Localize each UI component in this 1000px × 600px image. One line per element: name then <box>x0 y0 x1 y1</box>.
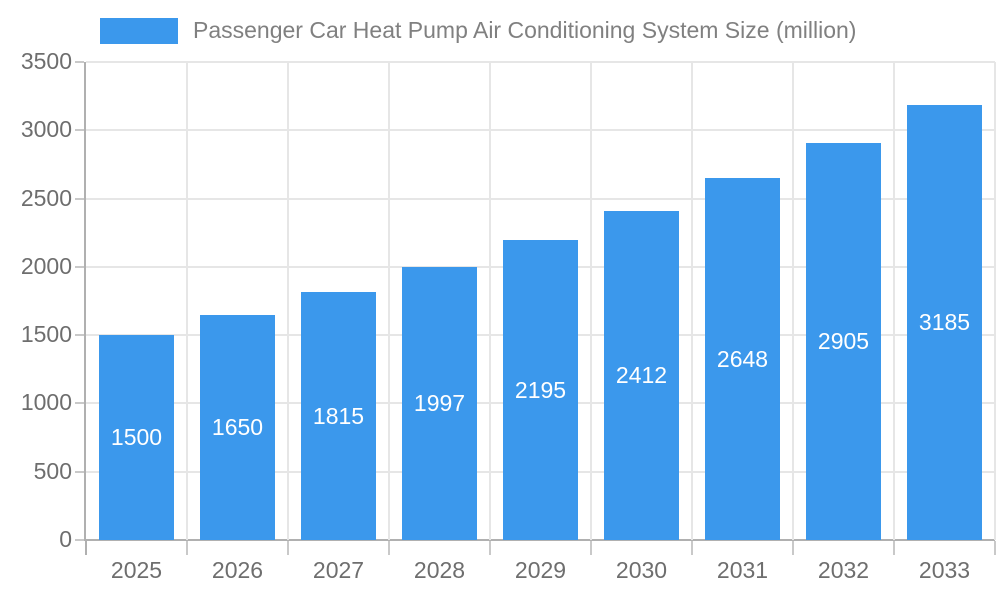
y-axis-tick-label: 2000 <box>20 252 72 279</box>
x-axis-tick-label: 2031 <box>716 557 769 583</box>
h-gridline <box>86 61 995 63</box>
y-axis-tick-label: 1500 <box>20 321 72 348</box>
bar-2028[interactable]: 1997 <box>402 267 477 540</box>
bar-2027[interactable]: 1815 <box>301 292 376 540</box>
bar-value-label: 1650 <box>211 413 264 440</box>
bar-value-label: 1500 <box>110 424 163 451</box>
x-axis-tick <box>388 541 390 555</box>
bar-value-label: 2195 <box>514 376 567 403</box>
y-axis-tick <box>75 265 84 268</box>
bar-value-label: 1815 <box>312 402 365 429</box>
bar-value-label: 1997 <box>413 390 466 417</box>
x-axis-tick-label: 2028 <box>413 557 466 583</box>
x-axis-tick-label: 2030 <box>615 557 668 583</box>
y-axis-tick <box>75 129 84 132</box>
bar-value-label: 2412 <box>615 361 668 388</box>
v-gridline <box>893 62 895 540</box>
legend[interactable]: Passenger Car Heat Pump Air Conditioning… <box>100 17 856 44</box>
y-axis-tick-label: 2500 <box>20 184 72 211</box>
v-gridline <box>186 62 188 540</box>
y-axis-line <box>84 62 86 540</box>
x-axis-tick-label: 2026 <box>211 557 264 583</box>
y-axis-tick-label: 500 <box>33 457 72 484</box>
v-gridline <box>388 62 390 540</box>
legend-swatch[interactable] <box>100 17 178 44</box>
y-axis-tick <box>75 402 84 405</box>
x-axis-tick <box>85 541 87 555</box>
bar-value-label: 3185 <box>918 309 971 335</box>
bar-2025[interactable]: 1500 <box>99 335 174 540</box>
v-gridline <box>691 62 693 540</box>
y-axis-tick-label: 0 <box>59 526 72 552</box>
x-axis-tick-label: 2033 <box>918 557 971 583</box>
bar-2029[interactable]: 2195 <box>503 240 578 540</box>
bar-2031[interactable]: 2648 <box>705 178 780 540</box>
x-axis-tick <box>287 541 289 555</box>
x-axis-tick <box>893 541 895 555</box>
v-gridline <box>792 62 794 540</box>
y-axis-tick-label: 1000 <box>20 389 72 416</box>
plot-area: 1500 1650 1815 1997 2195 2412 2648 2905 3185 <box>75 61 996 555</box>
bar-value-label: 2905 <box>817 328 870 355</box>
x-axis-tick <box>792 541 794 555</box>
x-axis-tick <box>186 541 188 555</box>
v-gridline <box>994 62 996 540</box>
bar-2030[interactable]: 2412 <box>604 210 679 540</box>
x-axis-tick <box>691 541 693 555</box>
y-axis-tick <box>75 539 84 541</box>
x-axis-tick <box>590 541 592 555</box>
y-axis-tick-label: 3500 <box>20 48 72 74</box>
v-gridline <box>590 62 592 540</box>
x-axis-tick-label: 2029 <box>514 557 567 583</box>
bar-2033[interactable]: 3185 <box>907 105 982 540</box>
x-axis-tick-label: 2027 <box>312 557 365 583</box>
x-axis-tick <box>489 541 491 555</box>
y-axis-tick <box>75 470 84 473</box>
bar-2026[interactable]: 1650 <box>200 314 275 540</box>
y-axis-tick-label: 3000 <box>20 116 72 143</box>
x-axis-tick-label: 2032 <box>817 557 870 583</box>
h-gridline <box>86 197 995 200</box>
v-gridline <box>489 62 491 540</box>
h-gridline <box>86 129 995 132</box>
bar-2032[interactable]: 2905 <box>806 143 881 540</box>
y-axis-tick <box>75 334 84 337</box>
v-gridline <box>287 62 289 540</box>
bar-value-label: 2648 <box>716 345 769 372</box>
legend-label[interactable]: Passenger Car Heat Pump Air Conditioning… <box>193 17 857 43</box>
x-axis-tick <box>994 541 996 555</box>
y-axis-tick <box>75 61 84 63</box>
x-axis-tick-label: 2025 <box>110 557 163 583</box>
y-axis-tick <box>75 197 84 200</box>
x-axis-line <box>84 539 995 541</box>
